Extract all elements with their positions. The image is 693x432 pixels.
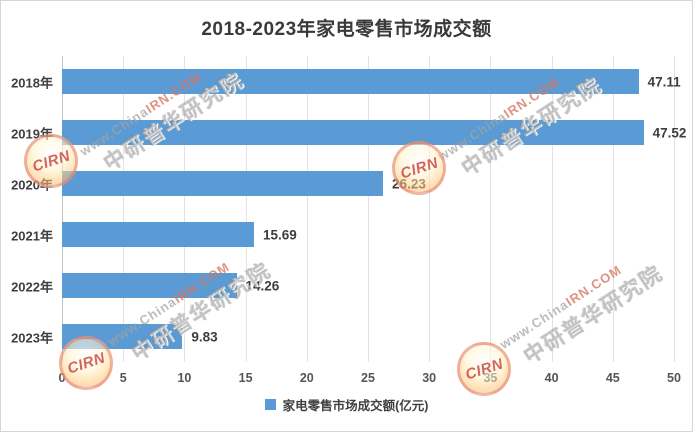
category-label: 2023年	[11, 330, 53, 345]
bar	[62, 222, 255, 247]
bar	[62, 324, 183, 349]
x-gridline	[368, 56, 369, 362]
x-gridline	[490, 56, 492, 362]
x-gridline	[123, 56, 125, 362]
value-label: 47.52	[652, 125, 687, 140]
bar	[62, 273, 237, 298]
value-label: 9.83	[191, 329, 218, 344]
plot-area: 0 5 10 15 20 25 30 35 40 45 50 2018年 47.11 2019年 47.52…	[11, 56, 686, 385]
bar-row: 2023年 9.83	[11, 311, 674, 362]
category-label: 2022年	[11, 279, 53, 294]
x-gridline	[306, 56, 308, 362]
x-gridline	[551, 56, 553, 362]
x-tick-label: 20	[299, 371, 314, 385]
x-gridline	[612, 56, 614, 362]
value-label: 14.26	[245, 278, 280, 293]
bar	[62, 69, 639, 94]
category-label: 2018年	[11, 75, 53, 90]
x-gridline	[62, 56, 63, 362]
category-label: 2019年	[11, 126, 53, 141]
chart-title: 2018-2023年家电零售市场成交额	[201, 19, 492, 40]
bar	[62, 120, 644, 145]
x-tick-label: 10	[177, 371, 192, 385]
x-tick-label: 15	[238, 371, 253, 385]
legend-marker-icon	[264, 399, 276, 410]
category-label: 2020年	[11, 177, 53, 192]
bar-row: 2022年 14.26	[11, 260, 674, 311]
x-tick-label: 50	[667, 371, 681, 385]
bar-row: 2018年 47.11	[11, 56, 681, 107]
x-tick-label: 5	[119, 371, 127, 385]
bar-row: 2020年 26.23	[11, 158, 674, 209]
bar	[62, 171, 384, 196]
x-tick-label: 35	[483, 371, 498, 385]
value-label: 47.11	[647, 74, 681, 89]
value-label: 26.23	[392, 176, 426, 191]
x-gridline	[245, 56, 247, 362]
x-gridline	[184, 56, 186, 362]
x-tick-label: 30	[422, 371, 437, 385]
category-label: 2021年	[11, 228, 53, 243]
legend-label: 家电零售市场成交额(亿元)	[282, 399, 429, 413]
x-gridline	[674, 56, 675, 362]
value-label: 15.69	[263, 227, 297, 242]
x-tick-label: 25	[361, 371, 375, 385]
x-gridline	[429, 56, 431, 362]
x-tick-label: 45	[605, 371, 620, 385]
bar-row: 2019年 47.52	[11, 107, 686, 158]
x-tick-label: 40	[544, 371, 559, 385]
legend: 家电零售市场成交额(亿元)	[1, 395, 692, 414]
bar-row: 2021年 15.69	[11, 209, 674, 260]
x-tick-label: 0	[58, 371, 66, 385]
